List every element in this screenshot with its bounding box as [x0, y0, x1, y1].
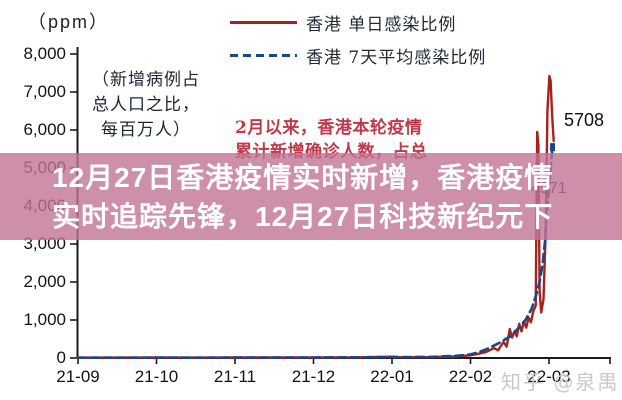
y-tick-label: 1,000: [23, 310, 66, 329]
axis-definition-note: （新增病例占 总人口之比， 每百万人）: [86, 68, 206, 143]
legend-label: 香港 单日感染比例: [306, 14, 457, 35]
solid-line-swatch-icon: [230, 20, 297, 24]
x-tick-label: 22-01: [370, 367, 414, 386]
legend-label: 香港 7天平均感染比例: [306, 47, 487, 68]
headline-line-1: 12月27日香港疫情实时新增，香港疫情: [52, 161, 554, 193]
y-tick-label: 2,000: [23, 272, 66, 291]
x-tick-label: 21-11: [213, 367, 257, 386]
y-tick-label: 7,000: [23, 82, 66, 101]
dashed-line-swatch-icon: [230, 53, 297, 57]
axis-note-line: 总人口之比，: [92, 95, 200, 115]
chart-legend: 香港 单日感染比例香港 7天平均感染比例: [230, 10, 487, 68]
watermark: 知乎 @泉禺: [501, 370, 620, 394]
legend-item: 香港 单日感染比例: [230, 10, 486, 35]
y-tick-label: 0: [56, 348, 66, 367]
x-tick-label: 22-03: [527, 367, 571, 386]
x-tick-label: 22-02: [448, 367, 493, 386]
headline-line-2: 实时追踪先锋，12月27日科技新纪元下: [52, 200, 554, 232]
legend-item: 香港 7天平均感染比例: [230, 43, 487, 68]
y-tick-label: 6,000: [23, 120, 66, 139]
axis-note-line: （新增病例占: [92, 70, 200, 90]
y-tick-label: 8,000: [23, 44, 66, 63]
daily-peak-value-label: 5708: [564, 110, 605, 130]
x-tick-label: 21-12: [291, 367, 336, 386]
headline-banner-overlay: 12月27日香港疫情实时新增，香港疫情 实时追踪先锋，12月27日科技新纪元下: [0, 153, 622, 240]
highlight-note-line: 2月以来，香港本轮疫情: [235, 118, 423, 138]
avg-line-end-marker: [550, 143, 556, 152]
y-axis-unit-label: （ppm）: [28, 12, 110, 32]
x-tick-label: 21-10: [134, 367, 179, 386]
axis-note-line: 每百万人）: [101, 120, 191, 140]
x-tick-label: 21-09: [56, 367, 100, 386]
